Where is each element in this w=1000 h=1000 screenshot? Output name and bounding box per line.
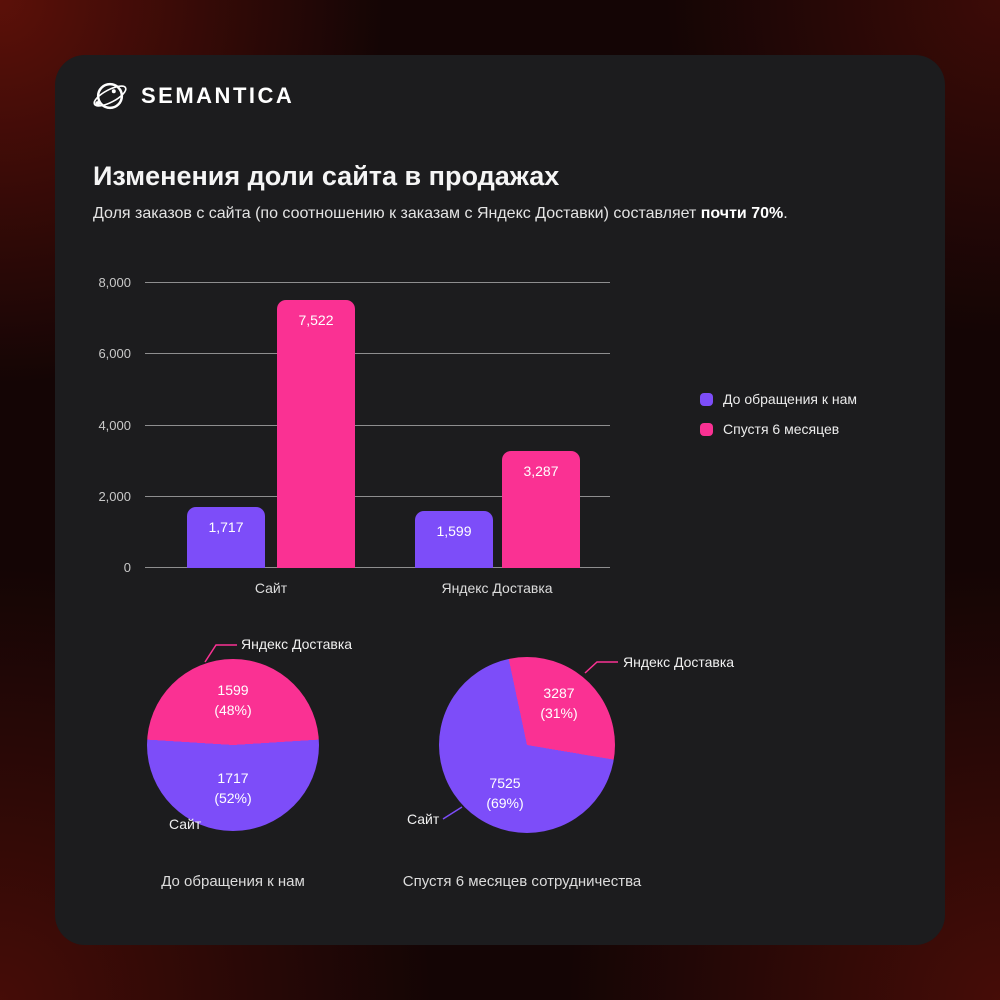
bar-value-label: 1,599 [436, 523, 472, 540]
bar-before: 1,599 [415, 511, 493, 568]
pie-slice-value: 3287 [543, 685, 575, 701]
gridline [145, 353, 610, 355]
pie-slice-value: 1717 [217, 770, 249, 786]
bar-value-label: 1,717 [208, 518, 244, 535]
bar-before: 1,717 [187, 506, 265, 568]
gridline [145, 424, 610, 426]
y-axis-tick-label: 4,000 [98, 417, 131, 433]
pie2-callout-site: Сайт [407, 811, 440, 827]
semantica-logo-icon [91, 77, 129, 115]
pie-chart-after [439, 657, 615, 833]
gridline [145, 282, 610, 283]
legend-swatch-pink [700, 422, 713, 436]
pie2-slice-label-site: 7525 (69%) [486, 773, 523, 814]
legend-label-before: До обращения к нам [723, 391, 858, 407]
legend-item-after: Спустя 6 месяцев [700, 421, 857, 437]
page-subtitle: Доля заказов с сайта (по соотношению к з… [93, 205, 788, 223]
pie-slice-percent: (52%) [214, 790, 252, 807]
pie-slice-percent: (31%) [540, 705, 578, 722]
y-axis-tick-label: 6,000 [98, 346, 131, 362]
subtitle-period: . [783, 205, 788, 222]
pie1-caption: До обращения к нам [161, 873, 305, 890]
pie2-slice-label-yandex: 3287 (31%) [540, 683, 577, 724]
pie1-callout-site: Сайт [169, 816, 202, 832]
pie-slice-value: 1599 [217, 682, 249, 698]
subtitle-bold-text: почти 70% [700, 205, 784, 222]
pie1-callout-yandex: Яндекс Доставка [241, 636, 353, 652]
bar-chart-legend: До обращения к нам Спустя 6 месяцев [700, 391, 857, 437]
x-axis-category-label: Яндекс Доставка [441, 580, 553, 596]
y-axis-tick-label: 2,000 [98, 488, 131, 504]
legend-swatch-purple [700, 392, 713, 406]
pie-slice-percent: (48%) [214, 702, 252, 719]
bar-after: 7,522 [277, 300, 355, 568]
pie1-slice-label-site: 1717 (52%) [214, 768, 251, 809]
y-axis-tick-label: 0 [123, 560, 131, 575]
legend-item-before: До обращения к нам [700, 391, 857, 407]
bar-value-label: 3,287 [523, 462, 559, 479]
gridline [145, 495, 610, 497]
pie2-callout-yandex: Яндекс Доставка [623, 654, 735, 670]
pie1-slice-label-yandex: 1599 (48%) [214, 680, 251, 721]
pie-chart-before [147, 659, 319, 831]
brand-name: SEMANTICA [141, 83, 295, 108]
brand-logo: SEMANTICA [91, 77, 294, 115]
pie2-caption: Спустя 6 месяцев сотрудничества [402, 873, 642, 890]
y-axis-tick-label: 8,000 [98, 275, 131, 290]
infographic-card: SEMANTICA Изменения доли сайта в продажа… [55, 55, 945, 945]
bar-plot: 1,717 7,522 1,599 3,287 [145, 282, 610, 568]
bar-after: 3,287 [502, 450, 580, 568]
gridline [145, 567, 610, 568]
subtitle-text: Доля заказов с сайта (по соотношению к з… [93, 205, 701, 222]
x-axis-category-label: Сайт [254, 580, 288, 596]
legend-label-after: Спустя 6 месяцев [723, 421, 840, 437]
pie-slice-value: 7525 [489, 775, 521, 791]
bar-chart: 1,717 7,522 1,599 3,287 До обращения к нам … [55, 275, 945, 628]
page-title: Изменения доли сайта в продажах [93, 161, 560, 191]
bar-value-label: 7,522 [298, 312, 334, 329]
pie-slice-percent: (69%) [486, 795, 524, 812]
